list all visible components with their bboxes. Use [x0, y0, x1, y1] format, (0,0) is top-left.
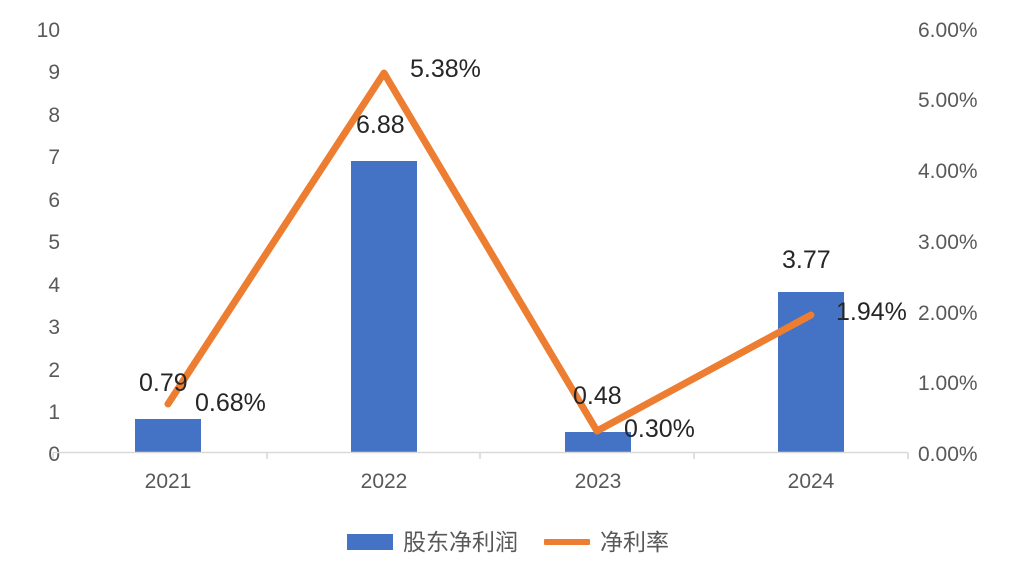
bar-value-label-2022: 6.88 [356, 111, 405, 139]
y-axis-right-tick: 0.00% [918, 443, 978, 466]
legend-label-net-profit: 股东净利润 [403, 528, 518, 555]
legend-item-net-margin[interactable]: 净利率 [544, 528, 669, 555]
line-value-label-2023: 0.30% [624, 415, 695, 443]
y-axis-left-tick: 0 [48, 443, 60, 466]
x-axis-tick-2024: 2024 [787, 470, 835, 493]
y-axis-left-tick: 1 [48, 401, 60, 424]
legend-bar-swatch-icon [347, 534, 393, 550]
bar-value-label-2021: 0.79 [139, 369, 188, 397]
net-margin-line[interactable] [164, 69, 815, 435]
bar-2023[interactable] [565, 432, 631, 452]
x-axis-tick-2023: 2023 [574, 470, 622, 493]
bar-2021[interactable] [135, 419, 201, 452]
y-axis-left-tick: 9 [48, 61, 60, 84]
legend-item-net-profit[interactable]: 股东净利润 [347, 528, 518, 555]
line-value-label-2021: 0.68% [195, 389, 266, 417]
y-axis-right-tick: 5.00% [918, 89, 978, 112]
x-axis-tick-2022: 2022 [360, 470, 408, 493]
y-axis-left-tick: 5 [48, 231, 60, 254]
y-axis-right-tick: 3.00% [918, 231, 978, 254]
y-axis-left-tick: 4 [48, 274, 60, 297]
y-axis-left-tick: 3 [48, 316, 60, 339]
line-value-label-2022: 5.38% [410, 55, 481, 83]
legend-line-swatch-icon [544, 539, 590, 545]
y-axis-right-tick: 2.00% [918, 302, 978, 325]
y-axis-left-tick: 7 [48, 146, 60, 169]
bar-value-label-2023: 0.48 [573, 382, 622, 410]
y-axis-left-tick: 8 [48, 104, 60, 127]
y-axis-left-tick: 2 [48, 359, 60, 382]
line-value-label-2024: 1.94% [836, 298, 907, 326]
y-axis-left-tick: 10 [36, 19, 60, 42]
bar-2022[interactable] [351, 161, 417, 452]
y-axis-right-tick: 4.00% [918, 160, 978, 183]
y-axis-right-tick: 1.00% [918, 372, 978, 395]
legend-label-net-margin: 净利率 [600, 528, 669, 555]
chart-legend: 股东净利润 净利率 [0, 520, 1016, 564]
y-axis-left-tick: 6 [48, 189, 60, 212]
y-axis-right-tick: 6.00% [918, 19, 978, 42]
bar-value-label-2024: 3.77 [782, 246, 831, 274]
bar-2024[interactable] [778, 292, 844, 452]
x-axis-tick-2021: 2021 [144, 470, 192, 493]
